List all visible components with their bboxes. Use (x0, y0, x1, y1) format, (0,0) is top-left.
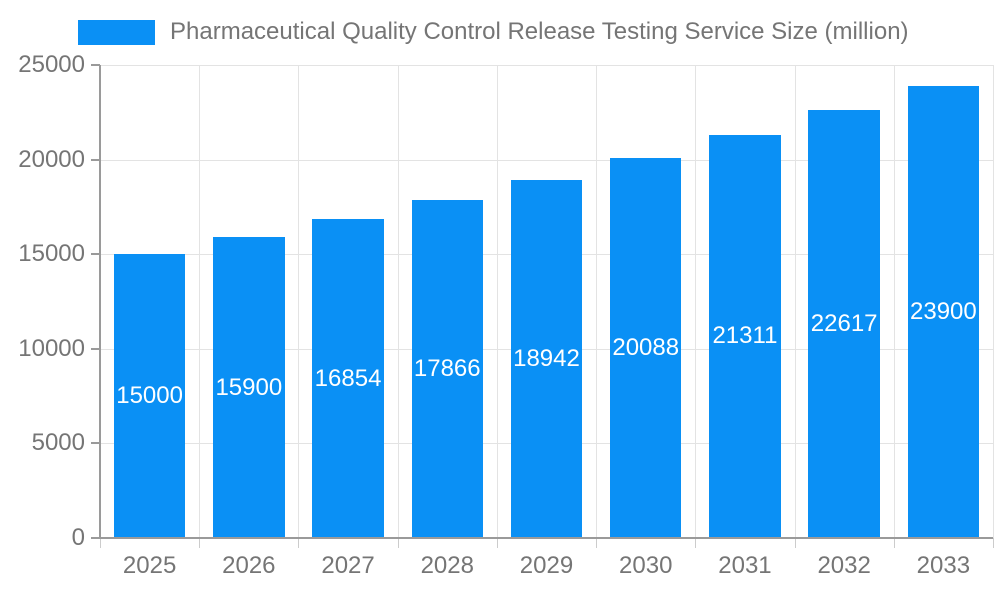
x-tick-label: 2030 (619, 552, 673, 579)
y-tick-label: 25000 (18, 51, 85, 78)
bar: 22617 (808, 110, 880, 538)
gridline-vertical (993, 65, 994, 538)
legend-label: Pharmaceutical Quality Control Release T… (170, 18, 909, 45)
x-axis-tick (993, 538, 994, 548)
y-axis-tick (91, 347, 100, 350)
x-axis-tick (596, 538, 598, 548)
legend-swatch (78, 19, 155, 45)
bar: 15000 (113, 254, 186, 538)
bar-value-label: 23900 (910, 297, 977, 325)
gridline-vertical (397, 65, 399, 538)
bar: 15900 (213, 237, 285, 538)
bar-value-label: 21311 (712, 322, 778, 350)
gridline-vertical (199, 65, 201, 538)
gridline-horizontal (100, 65, 993, 66)
gridline-horizontal (100, 159, 993, 161)
x-axis-tick (695, 538, 697, 548)
y-tick-label: 10000 (18, 334, 85, 362)
y-axis-tick (91, 158, 100, 161)
gridline-vertical (893, 65, 895, 538)
bar-value-label: 17866 (413, 354, 481, 382)
x-tick-label: 2026 (222, 552, 276, 579)
bar-value-label: 22617 (810, 310, 878, 338)
y-axis-line (99, 65, 101, 538)
bar-value-label: 16854 (314, 364, 382, 392)
x-axis-line (98, 537, 993, 539)
bar-value-label: 15900 (215, 373, 283, 401)
y-tick-label: 0 (71, 524, 85, 551)
x-tick-label: 2032 (817, 552, 871, 579)
bar-value-label: 18942 (513, 344, 580, 372)
bar: 21311 (709, 134, 781, 538)
gridline-vertical (794, 65, 796, 538)
y-tick-label: 15000 (18, 240, 85, 268)
x-tick-label: 2028 (420, 552, 474, 579)
y-axis-tick (91, 64, 100, 66)
bar-value-label: 15000 (116, 382, 183, 410)
bar: 18942 (510, 179, 583, 538)
x-axis-tick (397, 538, 399, 548)
x-axis-tick (199, 538, 201, 548)
gridline-vertical (496, 65, 498, 538)
y-tick-label: 5000 (31, 429, 85, 457)
x-tick-label: 2031 (718, 552, 772, 579)
legend: Pharmaceutical Quality Control Release T… (78, 18, 909, 46)
bar: 17866 (411, 199, 483, 538)
y-axis-tick (91, 537, 100, 539)
bar: 23900 (907, 85, 980, 538)
x-tick-label: 2025 (122, 552, 177, 579)
plot-area: 0 5000 10000 15000 20000 25000 15000 2025 15900 2… (18, 51, 994, 579)
x-axis-tick (100, 538, 101, 548)
gridline-vertical (695, 65, 697, 538)
bar-value-label: 20088 (612, 333, 680, 361)
x-axis-tick (298, 538, 300, 548)
bar: 16854 (312, 219, 384, 538)
x-tick-label: 2029 (519, 552, 574, 579)
x-tick-label: 2027 (321, 552, 375, 579)
y-axis-tick (91, 442, 100, 445)
x-axis-tick (893, 538, 895, 548)
x-tick-label: 2033 (916, 552, 971, 579)
x-axis-tick (794, 538, 796, 548)
y-tick-label: 20000 (18, 145, 85, 173)
y-axis-tick (91, 253, 100, 256)
gridline-vertical (298, 65, 300, 538)
gridline-vertical (596, 65, 598, 538)
x-axis-tick (496, 538, 498, 548)
bar: 20088 (610, 157, 682, 538)
